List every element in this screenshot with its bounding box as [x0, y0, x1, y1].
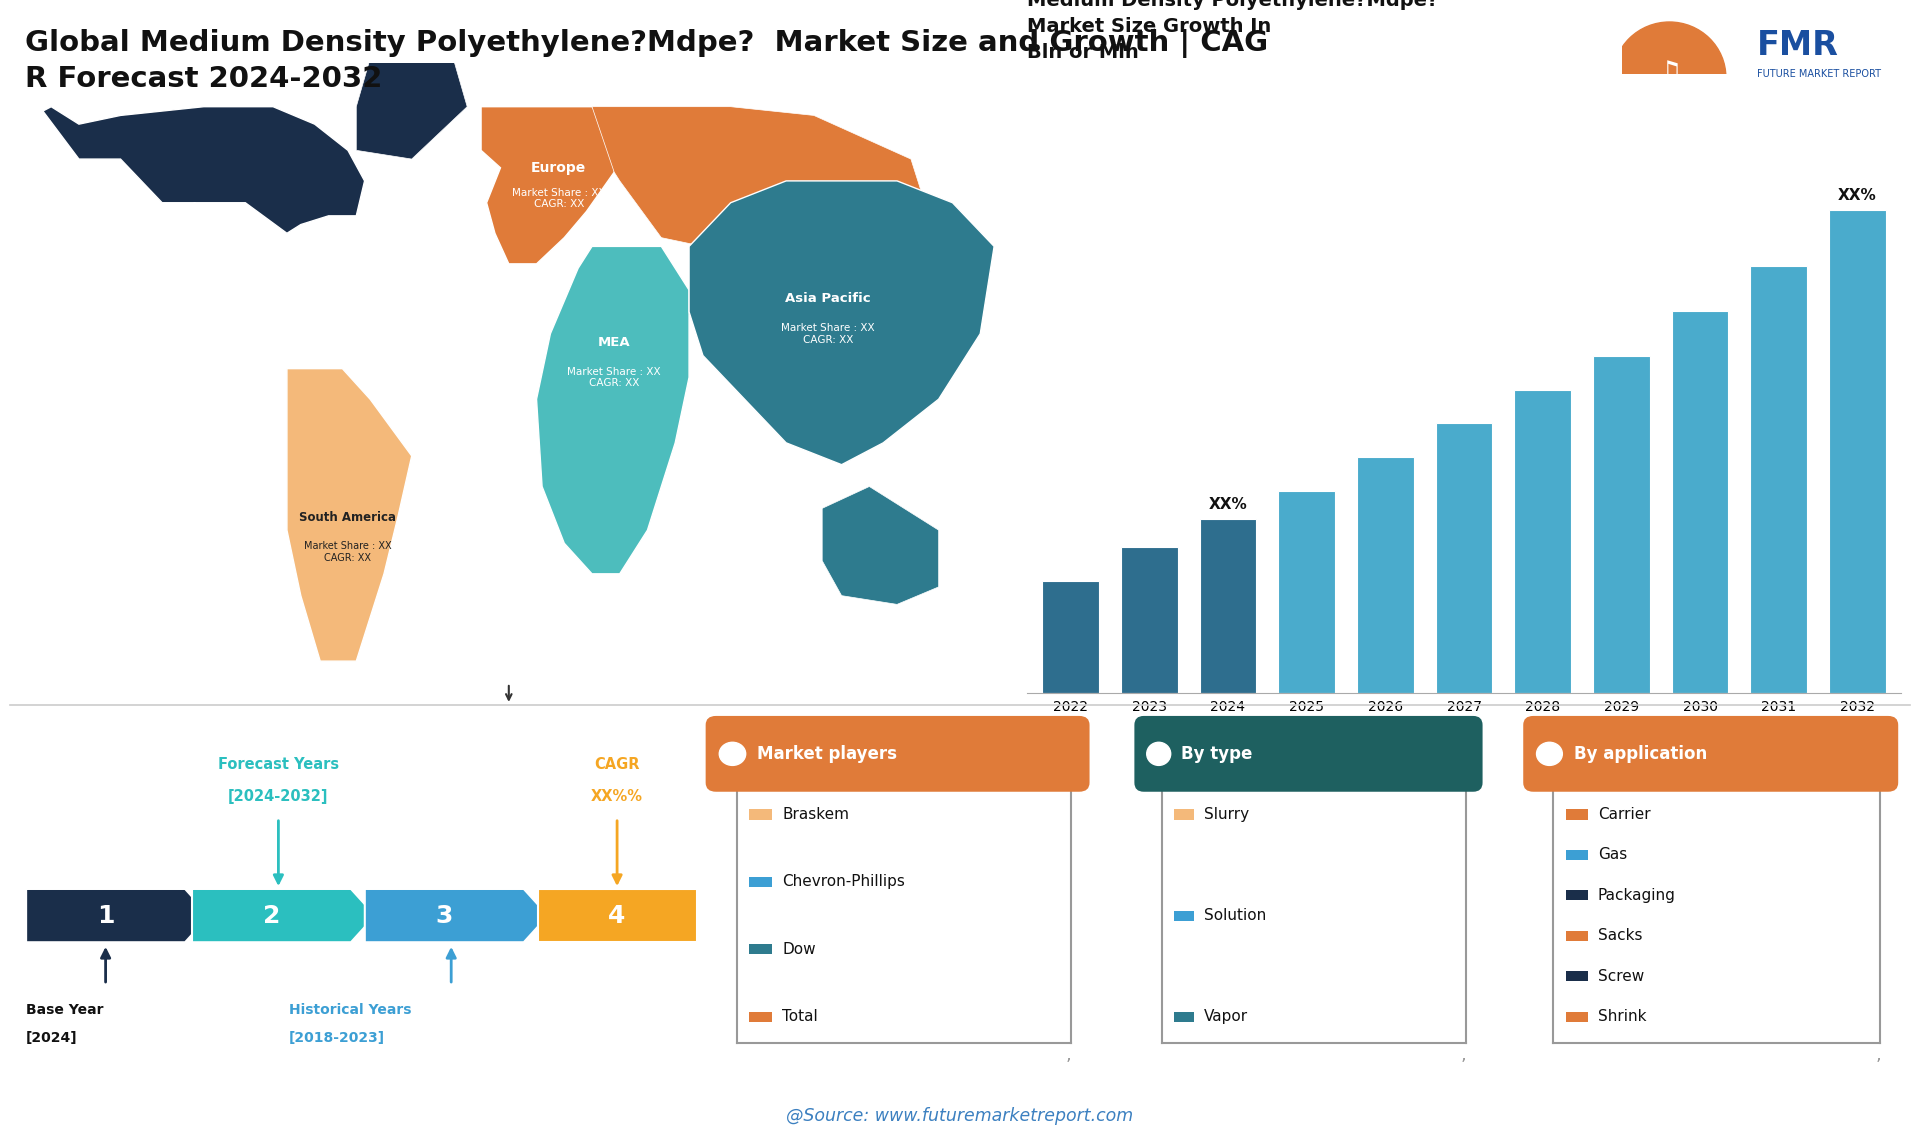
Bar — [1565, 931, 1588, 941]
Bar — [1672, 311, 1728, 693]
Text: 1: 1 — [96, 903, 115, 927]
Polygon shape — [591, 107, 925, 246]
Text: Market Share : XX
CAGR: XX: Market Share : XX CAGR: XX — [568, 367, 660, 388]
Text: Market players: Market players — [756, 745, 897, 763]
Polygon shape — [536, 246, 689, 574]
Text: Market Share : XX
CAGR: XX: Market Share : XX CAGR: XX — [781, 323, 874, 345]
Text: Market Share : XX
CAGR: XX: Market Share : XX CAGR: XX — [513, 188, 605, 210]
Text: @Source: www.futuremarketreport.com: @Source: www.futuremarketreport.com — [787, 1107, 1133, 1125]
Text: Asia Pacific: Asia Pacific — [785, 292, 870, 305]
Bar — [1279, 490, 1334, 693]
Text: Screw: Screw — [1597, 968, 1644, 983]
Text: Slurry: Slurry — [1204, 807, 1248, 822]
Text: Total: Total — [781, 1010, 818, 1025]
Text: Vapor: Vapor — [1204, 1010, 1248, 1025]
FancyBboxPatch shape — [1135, 716, 1482, 792]
Polygon shape — [689, 181, 995, 464]
Text: XX%: XX% — [1208, 497, 1248, 512]
Text: Gas: Gas — [1597, 847, 1626, 863]
Bar — [1043, 581, 1098, 693]
Text: By application: By application — [1574, 745, 1707, 763]
Bar — [1436, 424, 1492, 693]
Bar — [749, 809, 772, 819]
Polygon shape — [42, 107, 365, 234]
Text: FUTURE MARKET REPORT: FUTURE MARKET REPORT — [1757, 69, 1882, 79]
Bar — [1121, 547, 1177, 693]
Text: Forecast Years: Forecast Years — [217, 758, 340, 772]
Text: FMR: FMR — [1757, 29, 1839, 62]
Text: Packaging: Packaging — [1597, 888, 1676, 903]
Text: Medium Density Polyethylene?Mdpe?
Market Size Growth In
Bln or Mln: Medium Density Polyethylene?Mdpe? Market… — [1027, 0, 1438, 62]
Text: ♫: ♫ — [1655, 61, 1684, 89]
Bar — [1173, 911, 1194, 920]
Polygon shape — [357, 58, 467, 159]
Text: [2018-2023]: [2018-2023] — [288, 1031, 384, 1045]
Text: XX%: XX% — [1837, 188, 1878, 203]
Polygon shape — [538, 889, 697, 942]
Text: Solution: Solution — [1204, 908, 1265, 923]
FancyBboxPatch shape — [1523, 716, 1899, 792]
Text: 3: 3 — [436, 903, 453, 927]
Text: ,: , — [1066, 1046, 1071, 1065]
Text: ,: , — [1876, 1046, 1882, 1065]
Circle shape — [1536, 743, 1563, 766]
Text: Carrier: Carrier — [1597, 807, 1651, 822]
Text: Chevron-Phillips: Chevron-Phillips — [781, 874, 904, 889]
Text: Sacks: Sacks — [1597, 928, 1642, 943]
Polygon shape — [192, 889, 374, 942]
Circle shape — [1613, 22, 1726, 133]
Circle shape — [1146, 743, 1171, 766]
Text: ,: , — [1461, 1046, 1467, 1065]
Circle shape — [720, 743, 745, 766]
Bar — [1173, 809, 1194, 819]
Polygon shape — [822, 487, 939, 604]
Text: 2: 2 — [263, 903, 280, 927]
Polygon shape — [365, 889, 547, 942]
Text: Market Share : XX
CAGR: XX: Market Share : XX CAGR: XX — [303, 541, 392, 563]
Bar — [1200, 519, 1256, 693]
Bar — [1751, 266, 1807, 693]
Text: Base Year: Base Year — [27, 1003, 104, 1017]
Text: Historical Years: Historical Years — [288, 1003, 411, 1017]
Bar — [1565, 1012, 1588, 1022]
Bar — [1565, 890, 1588, 901]
Polygon shape — [482, 107, 620, 264]
Bar — [1594, 356, 1649, 693]
Text: XX%%: XX%% — [591, 790, 643, 804]
Text: Europe: Europe — [532, 160, 586, 175]
Text: South America: South America — [300, 511, 396, 524]
Bar — [1565, 971, 1588, 981]
Bar — [1357, 457, 1413, 693]
Polygon shape — [27, 889, 209, 942]
Text: Global Medium Density Polyethylene?Mdpe?  Market Size and Growth | CAG
R Forecas: Global Medium Density Polyethylene?Mdpe?… — [25, 29, 1267, 93]
Bar — [1830, 210, 1885, 693]
Text: By type: By type — [1181, 745, 1252, 763]
Bar — [749, 877, 772, 887]
Bar — [1565, 850, 1588, 860]
FancyBboxPatch shape — [707, 716, 1089, 792]
Text: [2024]: [2024] — [27, 1031, 77, 1045]
Text: MEA: MEA — [597, 336, 630, 348]
Bar — [1565, 809, 1588, 819]
Text: Dow: Dow — [781, 942, 816, 957]
Polygon shape — [286, 369, 411, 661]
Bar — [749, 944, 772, 955]
Text: Braskem: Braskem — [781, 807, 849, 822]
Bar — [1173, 1012, 1194, 1022]
Text: [2024-2032]: [2024-2032] — [228, 790, 328, 804]
Text: Shrink: Shrink — [1597, 1010, 1645, 1025]
Text: CAGR: CAGR — [595, 758, 639, 772]
Bar — [749, 1012, 772, 1022]
Text: Market Share : XX
CAGR: XX: Market Share : XX CAGR: XX — [134, 244, 228, 266]
Text: 4: 4 — [609, 903, 626, 927]
Text: North
America: North America — [152, 202, 211, 230]
Bar — [1515, 390, 1571, 693]
